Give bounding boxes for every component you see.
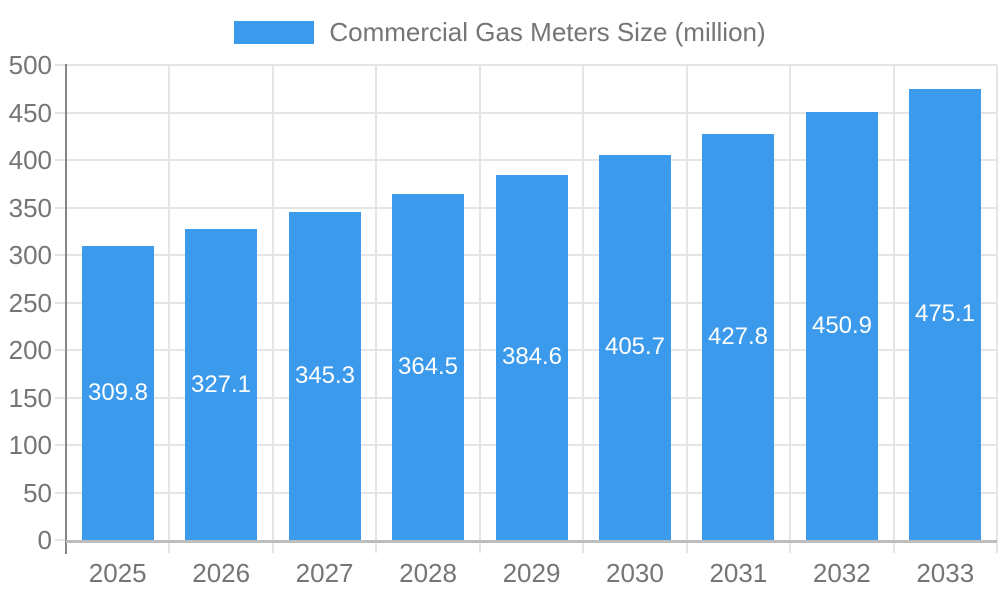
x-tick-label: 2033 <box>916 558 975 588</box>
gridline-vertical <box>168 65 171 553</box>
gridline-vertical <box>685 65 688 553</box>
y-axis-tick <box>55 254 66 256</box>
bar[interactable] <box>392 193 464 540</box>
y-tick-label: 0 <box>37 525 52 555</box>
y-tick-label: 450 <box>8 97 52 128</box>
bar-value-label: 405.7 <box>604 333 666 361</box>
x-tick-label: 2029 <box>502 558 561 588</box>
x-tick-label: 2032 <box>812 558 871 588</box>
bar[interactable] <box>599 154 671 540</box>
bar[interactable] <box>806 111 878 540</box>
y-axis-tick <box>55 539 66 541</box>
bar-value-label: 327.1 <box>190 370 252 398</box>
x-axis-line <box>66 540 997 543</box>
y-axis-tick <box>55 159 66 161</box>
gridline-horizontal <box>66 159 997 161</box>
bar[interactable] <box>702 133 774 540</box>
x-tick-label: 2025 <box>88 558 147 588</box>
gridline-vertical <box>996 65 998 553</box>
y-tick-label: 400 <box>8 145 52 175</box>
y-axis-line <box>65 64 67 554</box>
y-axis-tick <box>55 444 66 446</box>
x-tick-label: 2027 <box>295 558 354 588</box>
x-tick-label: 2031 <box>709 558 768 588</box>
y-axis-tick <box>55 491 66 494</box>
bar-value-label: 475.1 <box>914 300 976 328</box>
bar-value-label: 345.3 <box>294 361 356 389</box>
bar[interactable] <box>82 245 154 540</box>
y-axis-tick <box>55 206 66 209</box>
y-tick-label: 300 <box>8 240 52 270</box>
y-axis-tick <box>55 349 66 351</box>
y-axis-tick <box>55 301 66 304</box>
bar-value-label: 364.5 <box>397 352 459 380</box>
bar[interactable] <box>185 229 257 540</box>
y-axis-tick <box>55 111 66 114</box>
y-axis-tick <box>55 64 66 66</box>
x-tick-label: 2026 <box>192 558 251 588</box>
bar-value-label: 309.8 <box>87 378 149 406</box>
y-axis-tick <box>55 396 66 399</box>
legend-swatch[interactable] <box>234 21 315 44</box>
gridline-vertical <box>582 65 585 553</box>
gridline-horizontal <box>66 64 997 66</box>
y-tick-label: 150 <box>8 382 52 413</box>
legend-label[interactable]: Commercial Gas Meters Size (million) <box>329 17 766 47</box>
bar-value-label: 450.9 <box>811 311 873 339</box>
legend[interactable]: Commercial Gas Meters Size (million) <box>0 17 1000 48</box>
y-tick-label: 50 <box>23 477 52 508</box>
bar-value-label: 427.8 <box>707 322 769 350</box>
bar[interactable] <box>289 211 361 540</box>
y-tick-label: 500 <box>8 50 52 80</box>
gridline-vertical <box>271 65 274 553</box>
bar-value-label: 384.6 <box>501 343 563 371</box>
x-tick-label: 2030 <box>606 558 664 588</box>
y-tick-label: 350 <box>8 192 52 223</box>
x-tick-label: 2028 <box>399 558 457 588</box>
y-tick-label: 100 <box>8 430 52 460</box>
y-tick-label: 250 <box>8 287 52 318</box>
bar[interactable] <box>496 174 568 540</box>
gridline-vertical <box>478 65 481 553</box>
gridline-vertical <box>789 65 792 553</box>
gridline-horizontal <box>66 111 997 114</box>
gridline-vertical <box>375 65 378 553</box>
gridline-vertical <box>892 65 895 553</box>
y-tick-label: 200 <box>8 335 52 365</box>
bar[interactable] <box>909 88 981 540</box>
